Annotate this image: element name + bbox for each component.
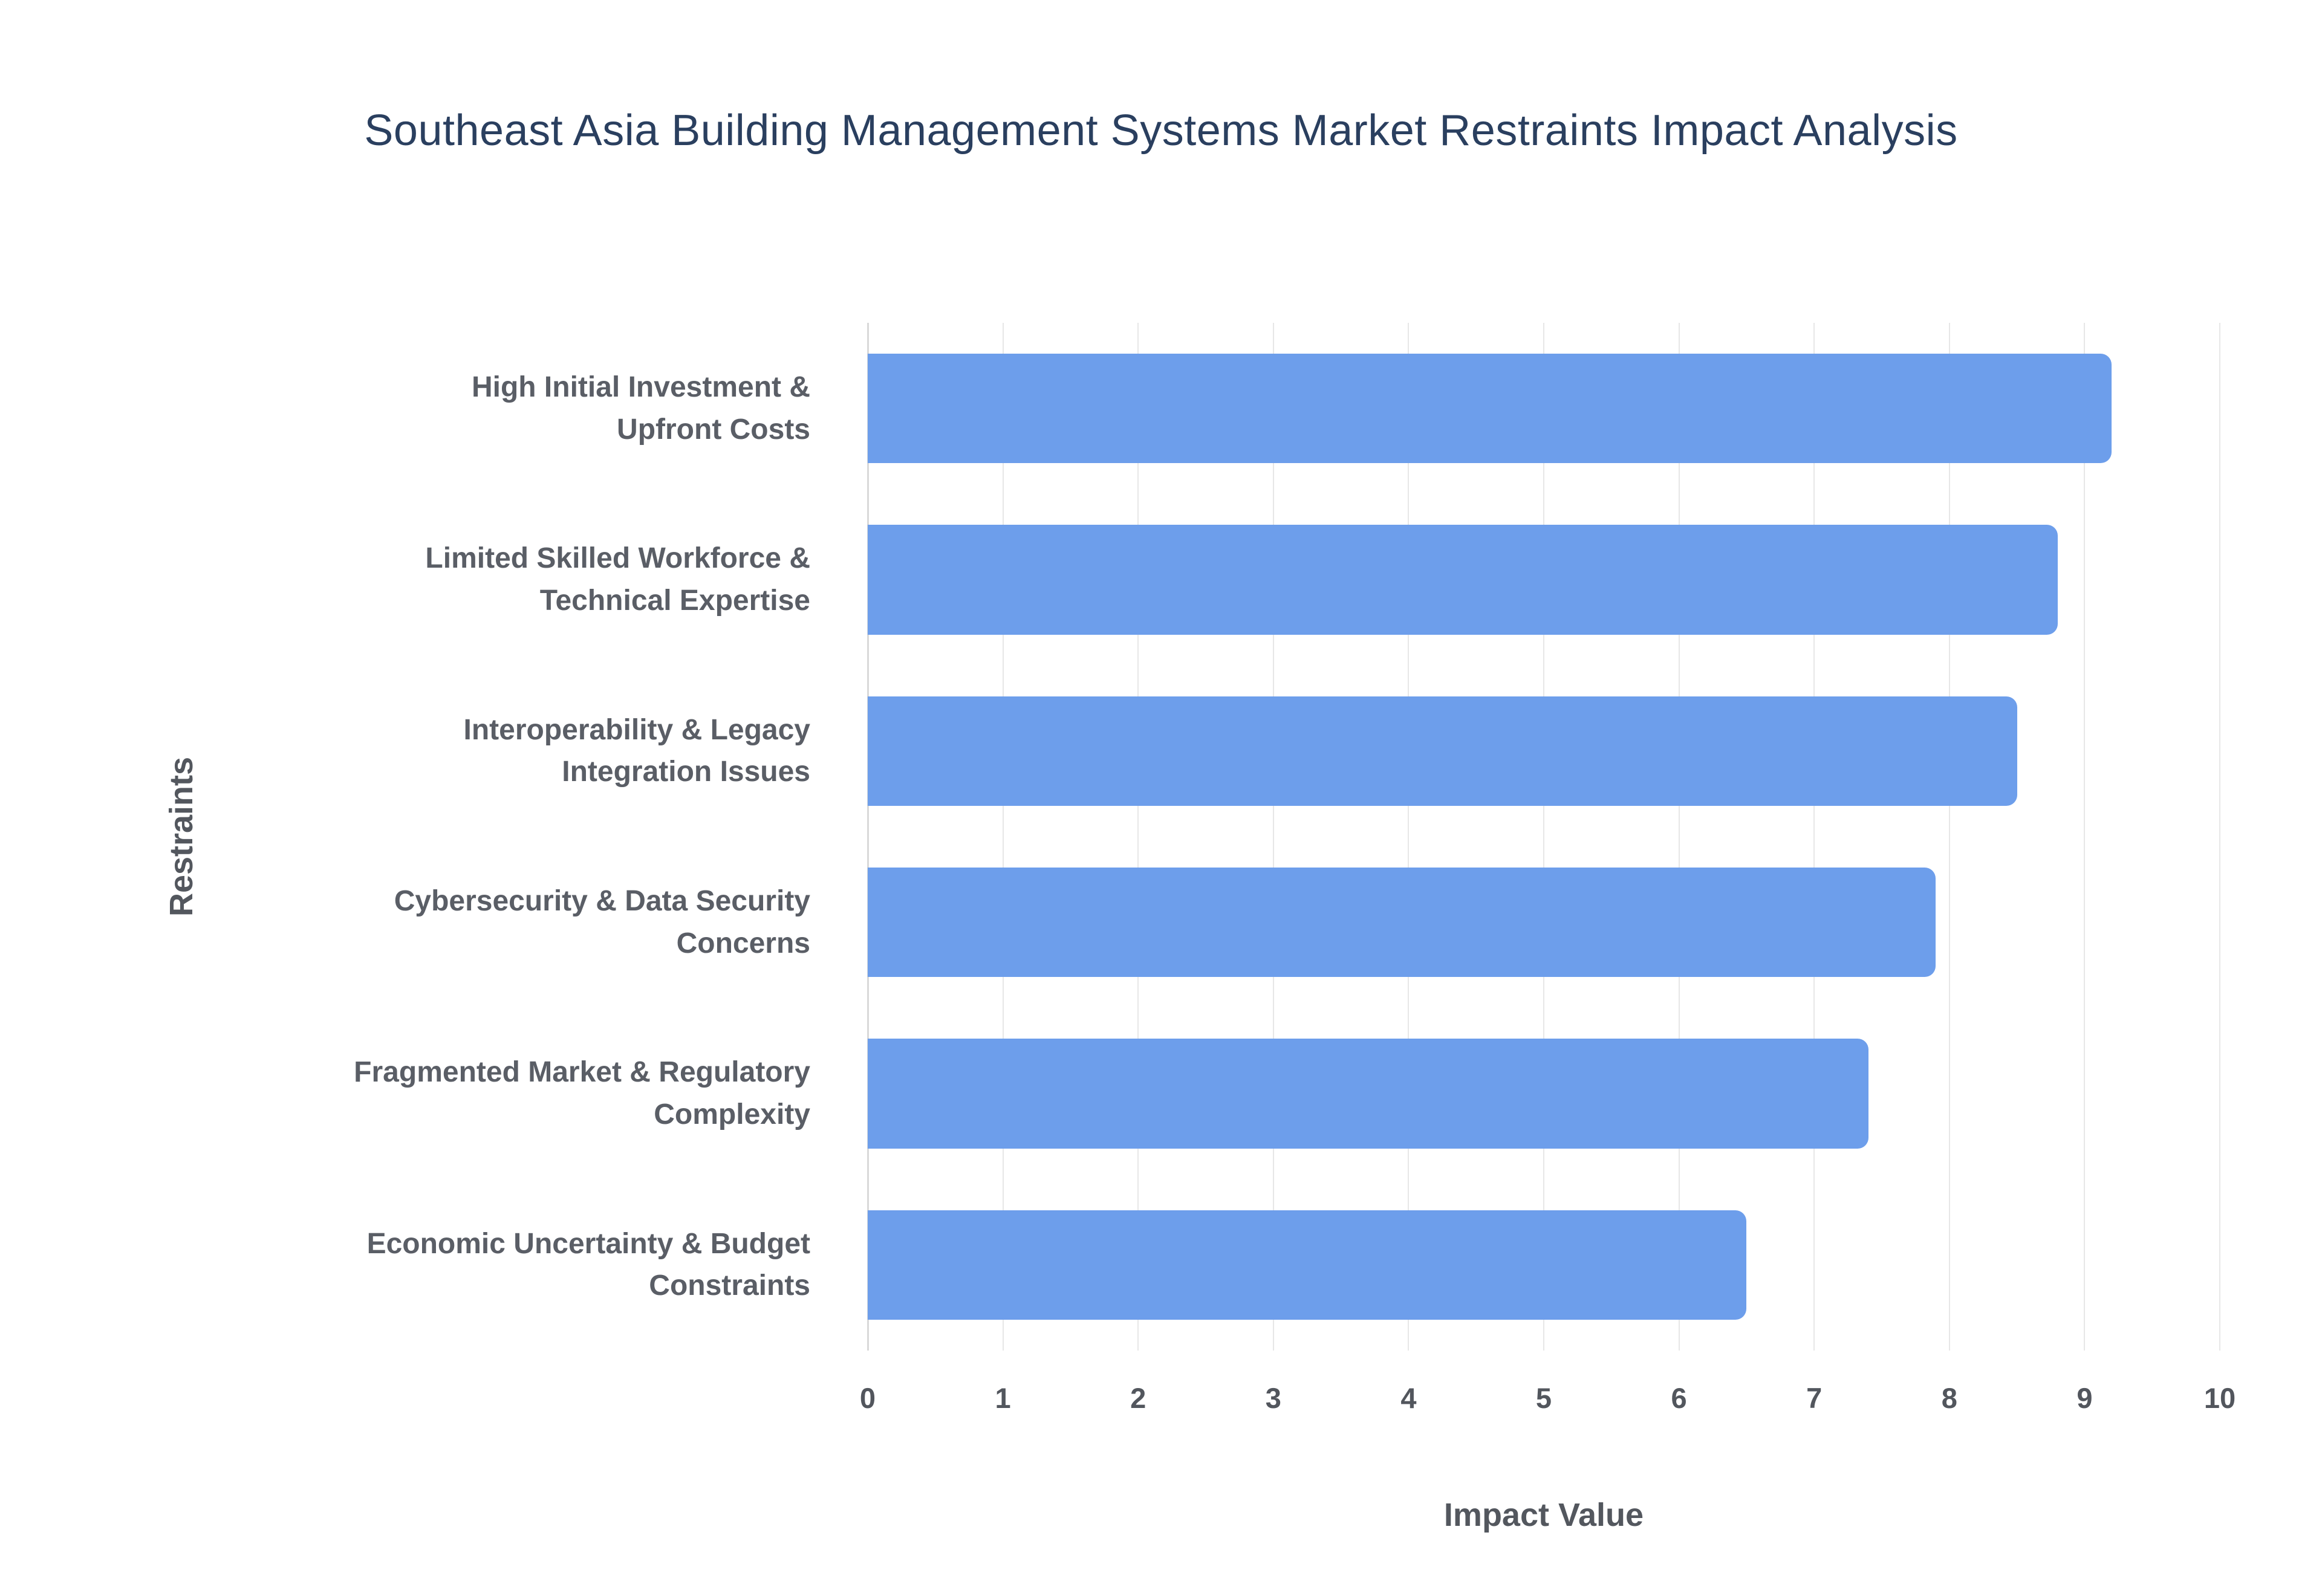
x-tick-label: 10	[2203, 1382, 2236, 1414]
y-axis-title: Restraints	[163, 756, 200, 917]
bar-row	[868, 837, 2220, 1008]
x-tick-label: 1	[995, 1382, 1011, 1414]
category-labels: High Initial Investment & Upfront Costs L…	[230, 323, 834, 1351]
category-label: Cybersecurity & Data Security Concerns	[394, 885, 810, 959]
bar-1	[868, 525, 2058, 635]
gridline	[1137, 323, 1139, 1351]
gridline	[1813, 323, 1815, 1351]
category-label: Interoperability & Legacy Integration Is…	[463, 713, 811, 788]
x-tick-label: 9	[2076, 1382, 2093, 1414]
category-label: High Initial Investment & Upfront Costs	[471, 371, 810, 446]
bar-4	[868, 1039, 1868, 1149]
x-tick-label: 3	[1265, 1382, 1281, 1414]
bar-row	[868, 494, 2220, 665]
gridline	[1678, 323, 1680, 1351]
gridline	[1408, 323, 1410, 1351]
bar-row	[868, 323, 2220, 494]
gridline	[1543, 323, 1544, 1351]
gridline	[2084, 323, 2086, 1351]
x-tick-label: 7	[1806, 1382, 1823, 1414]
plot-area	[867, 323, 2220, 1351]
category-label: Limited Skilled Workforce & Technical Ex…	[425, 542, 810, 617]
gridline	[867, 323, 869, 1351]
gridline	[2219, 323, 2220, 1351]
category-label: Fragmented Market & Regulatory Complexit…	[354, 1056, 810, 1130]
bar-rows	[868, 323, 2220, 1351]
chart-title: Southeast Asia Building Management Syste…	[364, 106, 1958, 155]
x-tick-label: 0	[859, 1382, 876, 1414]
x-axis-ticks: 0 1 2 3 4 5 6 7 8 9 10	[860, 1381, 2236, 1424]
x-tick-label: 8	[1941, 1382, 1957, 1414]
bar-row	[868, 1008, 2220, 1179]
x-tick-label: 4	[1400, 1382, 1417, 1414]
gridline	[1272, 323, 1274, 1351]
x-tick-label: 2	[1130, 1382, 1146, 1414]
bar-2	[868, 696, 2017, 806]
bar-row	[868, 666, 2220, 837]
bar-row	[868, 1179, 2220, 1351]
x-tick-label: 5	[1535, 1382, 1552, 1414]
gridline	[1002, 323, 1004, 1351]
x-axis-title: Impact Value	[1443, 1497, 1644, 1533]
bar-3	[868, 867, 1936, 978]
category-label: Economic Uncertainty & Budget Constraint…	[366, 1227, 810, 1302]
bar-0	[868, 354, 2112, 464]
gridline	[1948, 323, 1950, 1351]
bar-5	[868, 1210, 1747, 1320]
x-tick-label: 6	[1671, 1382, 1687, 1414]
